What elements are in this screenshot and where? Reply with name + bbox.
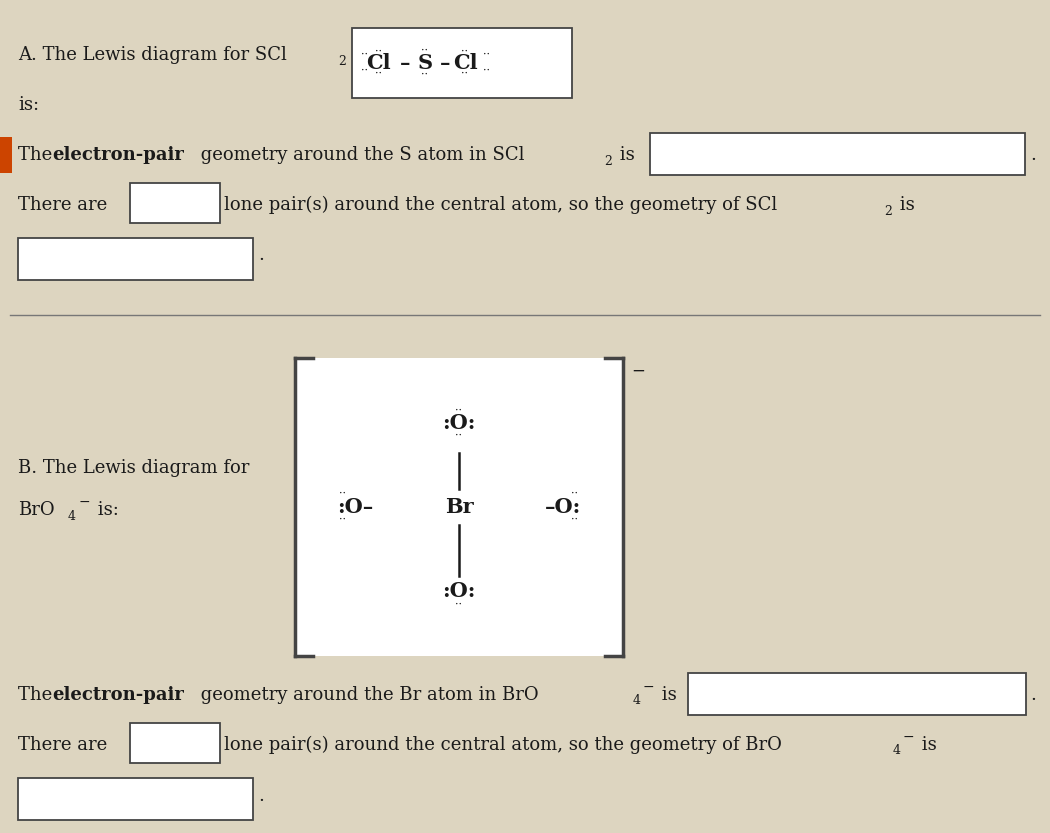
Text: .: . [258,787,264,805]
Text: There are: There are [18,196,107,214]
Text: ··: ·· [456,600,462,610]
Text: is: is [916,736,937,754]
Text: ··: ·· [361,66,369,76]
Text: ··: ·· [375,47,381,57]
Text: geometry around the Br atom in BrO: geometry around the Br atom in BrO [195,686,539,704]
Text: S: S [418,53,433,73]
Text: There are: There are [18,736,107,754]
Bar [18,238,253,280]
Text: ··: ·· [421,46,428,56]
Text: The: The [18,686,58,704]
Text: −: − [903,730,915,744]
Text: ··: ·· [361,50,369,60]
Bar [18,778,253,820]
Text: 4: 4 [633,695,640,707]
Text: ··: ·· [375,69,381,79]
Text: −: − [631,363,645,380]
Text: :O:: :O: [442,413,476,433]
Bar [130,183,220,223]
Text: .: . [1030,686,1036,704]
Text: 2: 2 [604,154,612,167]
Text: –O:: –O: [545,497,581,517]
Text: ··: ·· [339,489,347,499]
Text: is:: is: [18,96,39,114]
Bar [296,358,622,656]
Text: Br: Br [445,497,474,517]
Text: is: is [894,196,915,214]
Text: ··: ·· [462,47,468,57]
Text: ··: ·· [462,69,468,79]
Text: .: . [1030,146,1036,164]
Text: .: . [258,246,264,264]
Bar [688,673,1026,715]
Bar [0,137,12,173]
Text: −: − [79,495,90,509]
Text: ··: ·· [456,431,462,441]
Text: ··: ·· [571,515,579,525]
Text: −: − [643,680,654,694]
Bar [130,723,220,763]
Text: is:: is: [92,501,119,519]
Text: geometry around the S atom in SCl: geometry around the S atom in SCl [195,146,525,164]
Text: electron-pair: electron-pair [52,146,184,164]
Text: –: – [440,53,450,73]
Text: ··: ·· [421,70,428,80]
Text: 2: 2 [884,204,891,217]
Text: BrO: BrO [18,501,55,519]
Text: :O–: :O– [337,497,373,517]
Text: :O:: :O: [442,581,476,601]
Text: 4: 4 [892,745,901,757]
Text: ··: ·· [483,50,490,60]
Text: A. The Lewis diagram for SCl: A. The Lewis diagram for SCl [18,46,287,64]
Text: Cl: Cl [453,53,478,73]
Text: lone pair(s) around the central atom, so the geometry of SCl: lone pair(s) around the central atom, so… [224,196,777,214]
Text: ··: ·· [456,406,462,416]
Text: The: The [18,146,58,164]
Text: B. The Lewis diagram for: B. The Lewis diagram for [18,459,250,477]
Bar [352,28,572,98]
Text: ··: ·· [571,489,579,499]
Text: 4: 4 [68,510,76,522]
Text: Cl: Cl [365,53,391,73]
Text: ··: ·· [483,66,490,76]
Text: 2: 2 [338,54,345,67]
Text: electron-pair: electron-pair [52,686,184,704]
Bar [650,133,1025,175]
Text: is: is [614,146,635,164]
Text: lone pair(s) around the central atom, so the geometry of BrO: lone pair(s) around the central atom, so… [224,736,782,754]
Text: is: is [656,686,677,704]
Text: ··: ·· [339,515,347,525]
Text: –: – [400,53,411,73]
